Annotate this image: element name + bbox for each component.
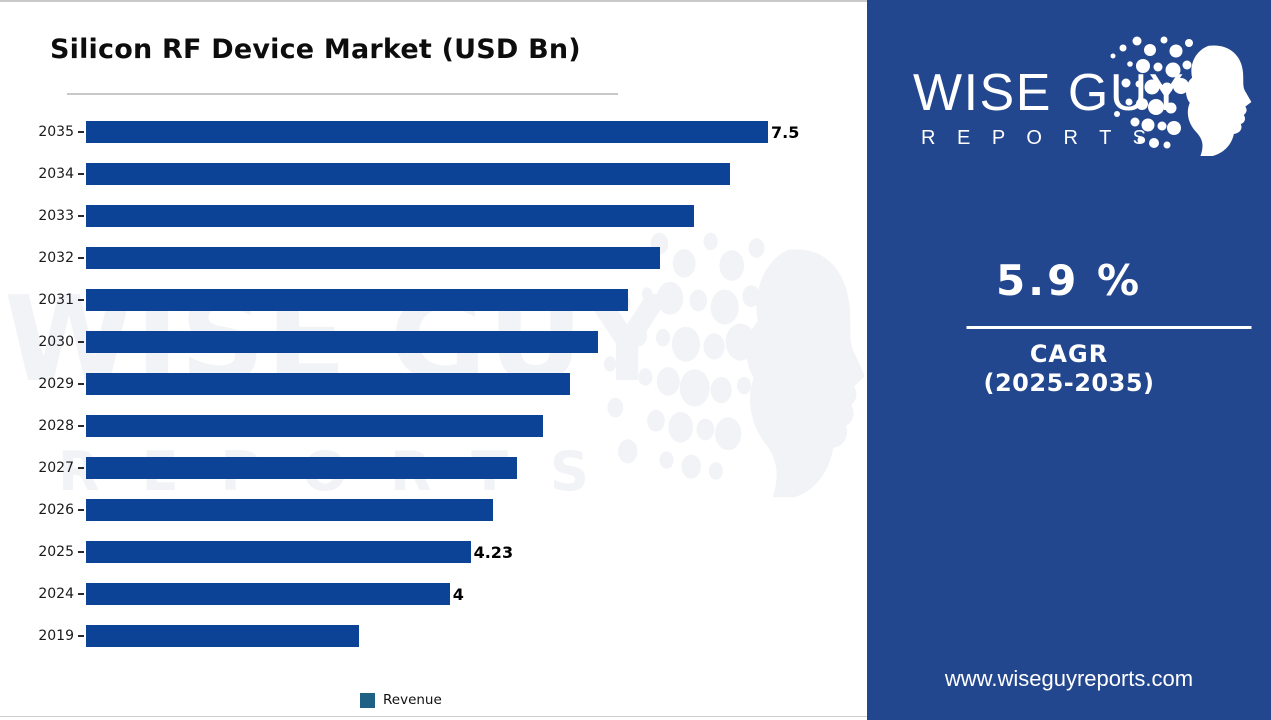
y-tick-mark [78, 257, 84, 259]
y-tick-mark [78, 593, 84, 595]
wise-guy-reports-logo: WISE GUY R E P O R T S [913, 36, 1252, 156]
y-tick-mark [78, 131, 84, 133]
website-url: www.wiseguyreports.com [944, 666, 1194, 691]
revenue-bar [86, 415, 543, 437]
revenue-bar [86, 457, 517, 479]
bar-row: 2031 [0, 279, 867, 321]
y-tick-label: 2032 [38, 250, 74, 266]
y-tick-label: 2028 [38, 418, 74, 434]
bottom-divider [0, 716, 867, 717]
logo-wordmark: WISE GUY [913, 64, 1185, 122]
cagr-label: CAGR [1029, 340, 1109, 368]
bar-row: 2026 [0, 489, 867, 531]
logo-head-icon [1110, 36, 1252, 156]
bar-row: 2028 [0, 405, 867, 447]
revenue-bar [86, 121, 768, 143]
y-tick-mark [78, 635, 84, 637]
chart-title: Silicon RF Device Market (USD Bn) [50, 34, 581, 65]
revenue-bar [86, 541, 471, 563]
bar-row: 2034 [0, 153, 867, 195]
revenue-bar [86, 625, 359, 647]
bar-row: 2027 [0, 447, 867, 489]
y-tick-mark [78, 215, 84, 217]
revenue-bar [86, 247, 660, 269]
y-tick-mark [78, 425, 84, 427]
revenue-bar [86, 373, 570, 395]
y-tick-label: 2025 [38, 544, 74, 560]
revenue-bar [86, 163, 730, 185]
logo-subtext: R E P O R T S [921, 127, 1154, 149]
y-tick-mark [78, 173, 84, 175]
bar-row: 2024 4 [0, 573, 867, 615]
bar-value-label: 4 [452, 584, 464, 604]
y-tick-label: 2033 [38, 208, 74, 224]
y-tick-mark [78, 467, 84, 469]
legend-label: Revenue [383, 692, 442, 708]
bar-row: 2035 7.5 [0, 111, 867, 153]
bar-row: 2029 [0, 363, 867, 405]
y-tick-label: 2034 [38, 166, 74, 182]
revenue-bar [86, 331, 598, 353]
legend-marker [360, 692, 375, 708]
bar-row: 2032 [0, 237, 867, 279]
bar-row: 2033 [0, 195, 867, 237]
y-tick-mark [78, 509, 84, 511]
y-tick-label: 2019 [38, 628, 74, 644]
y-tick-label: 2024 [38, 586, 74, 602]
y-tick-mark [78, 551, 84, 553]
revenue-bar [86, 289, 628, 311]
y-tick-label: 2031 [38, 292, 74, 308]
brand-sidebar: WISE GUY R E P O R T S 5.9 % CAGR (2025-… [867, 0, 1271, 720]
y-tick-label: 2035 [38, 124, 74, 140]
y-tick-mark [78, 383, 84, 385]
bar-value-label: 4.23 [473, 542, 514, 562]
bar-row: 2030 [0, 321, 867, 363]
y-tick-label: 2030 [38, 334, 74, 350]
revenue-bar [86, 583, 450, 605]
legend: Revenue [360, 692, 442, 708]
bar-row: 2025 4.23 [0, 531, 867, 573]
revenue-bar [86, 499, 494, 521]
title-underline [67, 93, 618, 95]
cagr-divider [966, 326, 1252, 329]
y-tick-mark [78, 341, 84, 343]
bar-value-label: 7.5 [771, 122, 800, 142]
y-tick-label: 2026 [38, 502, 74, 518]
bar-row: 2019 [0, 615, 867, 657]
revenue-bar [86, 205, 695, 227]
y-tick-mark [78, 299, 84, 301]
cagr-value: 5.9 % [995, 256, 1143, 305]
cagr-period: (2025-2035) [983, 369, 1155, 397]
bar-plot: 2035 7.5 2034 2033 2032 2031 2030 2029 2028 2027 2… [0, 111, 867, 657]
y-tick-label: 2029 [38, 376, 74, 392]
y-tick-label: 2027 [38, 460, 74, 476]
